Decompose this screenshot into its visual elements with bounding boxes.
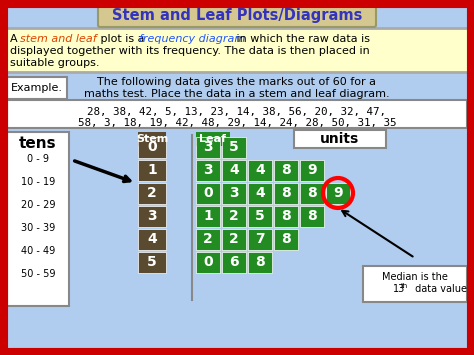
FancyBboxPatch shape [300, 206, 324, 226]
FancyBboxPatch shape [222, 182, 246, 203]
Text: 28, 38, 42, 5, 13, 23, 14, 38, 56, 20, 32, 47,: 28, 38, 42, 5, 13, 23, 14, 38, 56, 20, 3… [88, 107, 386, 117]
Text: Leaf: Leaf [200, 134, 227, 144]
Text: 3: 3 [229, 186, 239, 200]
FancyBboxPatch shape [222, 137, 246, 158]
FancyBboxPatch shape [294, 130, 386, 148]
Text: 13: 13 [393, 284, 405, 294]
Text: tens: tens [19, 136, 57, 151]
FancyBboxPatch shape [248, 159, 272, 180]
FancyBboxPatch shape [248, 251, 272, 273]
Text: maths test. Place the data in a stem and leaf diagram.: maths test. Place the data in a stem and… [84, 89, 390, 99]
FancyBboxPatch shape [196, 159, 220, 180]
Text: 3: 3 [203, 140, 213, 154]
FancyBboxPatch shape [7, 132, 69, 306]
FancyBboxPatch shape [300, 159, 324, 180]
Text: 5: 5 [229, 140, 239, 154]
Text: 3: 3 [203, 163, 213, 177]
FancyBboxPatch shape [248, 182, 272, 203]
FancyBboxPatch shape [196, 229, 220, 250]
FancyBboxPatch shape [138, 229, 166, 250]
Text: 0: 0 [147, 140, 157, 154]
Text: plot is a: plot is a [97, 34, 148, 44]
Text: 9: 9 [333, 186, 343, 200]
Text: 30 - 39: 30 - 39 [21, 223, 55, 233]
Text: 0 - 9: 0 - 9 [27, 154, 49, 164]
Text: Median is the: Median is the [382, 272, 448, 282]
Text: units: units [320, 132, 360, 146]
Text: 2: 2 [203, 232, 213, 246]
Text: 10 - 19: 10 - 19 [21, 177, 55, 187]
FancyBboxPatch shape [248, 206, 272, 226]
FancyBboxPatch shape [274, 229, 298, 250]
Text: 8: 8 [281, 163, 291, 177]
Text: The following data gives the marks out of 60 for a: The following data gives the marks out o… [98, 77, 376, 87]
FancyBboxPatch shape [274, 182, 298, 203]
Text: 8: 8 [255, 255, 265, 269]
Text: suitable groups.: suitable groups. [10, 58, 100, 68]
Text: 4: 4 [229, 163, 239, 177]
FancyBboxPatch shape [6, 6, 468, 349]
FancyBboxPatch shape [222, 206, 246, 226]
Text: 5: 5 [255, 209, 265, 223]
Text: 50 - 59: 50 - 59 [21, 269, 55, 279]
Text: 4: 4 [147, 232, 157, 246]
FancyBboxPatch shape [326, 182, 350, 203]
Text: 1: 1 [147, 163, 157, 177]
Text: 8: 8 [281, 186, 291, 200]
FancyBboxPatch shape [248, 229, 272, 250]
FancyBboxPatch shape [7, 100, 467, 128]
Text: 0: 0 [203, 255, 213, 269]
FancyBboxPatch shape [196, 137, 220, 158]
Text: 3: 3 [147, 209, 157, 223]
FancyBboxPatch shape [222, 229, 246, 250]
FancyBboxPatch shape [138, 182, 166, 203]
Text: 8: 8 [281, 209, 291, 223]
Text: 40 - 49: 40 - 49 [21, 246, 55, 256]
Text: 58, 3, 18, 19, 42, 48, 29, 14, 24, 28, 50, 31, 35: 58, 3, 18, 19, 42, 48, 29, 14, 24, 28, 5… [78, 118, 396, 128]
FancyBboxPatch shape [222, 251, 246, 273]
Text: 4: 4 [255, 186, 265, 200]
Text: 6: 6 [229, 255, 239, 269]
FancyBboxPatch shape [274, 159, 298, 180]
Text: 9: 9 [307, 163, 317, 177]
Text: 2: 2 [229, 209, 239, 223]
FancyBboxPatch shape [138, 251, 166, 273]
FancyBboxPatch shape [196, 182, 220, 203]
FancyBboxPatch shape [138, 206, 166, 226]
Text: 1: 1 [203, 209, 213, 223]
Text: 8: 8 [307, 209, 317, 223]
Text: 2: 2 [147, 186, 157, 200]
Text: 7: 7 [255, 232, 265, 246]
FancyBboxPatch shape [6, 6, 468, 349]
FancyBboxPatch shape [222, 159, 246, 180]
Text: 2: 2 [229, 232, 239, 246]
Text: 4: 4 [255, 163, 265, 177]
FancyBboxPatch shape [363, 266, 467, 302]
Text: th: th [401, 283, 408, 289]
FancyBboxPatch shape [138, 137, 166, 158]
FancyBboxPatch shape [98, 4, 376, 27]
Text: data value: data value [412, 284, 467, 294]
FancyBboxPatch shape [138, 132, 166, 146]
FancyBboxPatch shape [7, 77, 67, 99]
Text: in which the raw data is: in which the raw data is [233, 34, 370, 44]
Text: displayed together with its frequency. The data is then placed in: displayed together with its frequency. T… [10, 46, 370, 56]
Text: 0: 0 [203, 186, 213, 200]
Text: stem and leaf: stem and leaf [20, 34, 97, 44]
Text: 8: 8 [281, 232, 291, 246]
Text: Stem: Stem [136, 134, 168, 144]
Text: frequency diagram: frequency diagram [139, 34, 245, 44]
FancyBboxPatch shape [196, 206, 220, 226]
Text: 8: 8 [307, 186, 317, 200]
Text: Stem and Leaf Plots/Diagrams: Stem and Leaf Plots/Diagrams [112, 8, 362, 23]
FancyBboxPatch shape [300, 182, 324, 203]
Text: 20 - 29: 20 - 29 [21, 200, 55, 210]
FancyBboxPatch shape [196, 251, 220, 273]
FancyBboxPatch shape [138, 159, 166, 180]
Text: 5: 5 [147, 255, 157, 269]
Text: Example.: Example. [11, 83, 63, 93]
FancyBboxPatch shape [196, 132, 230, 146]
FancyBboxPatch shape [274, 206, 298, 226]
Text: A: A [10, 34, 21, 44]
